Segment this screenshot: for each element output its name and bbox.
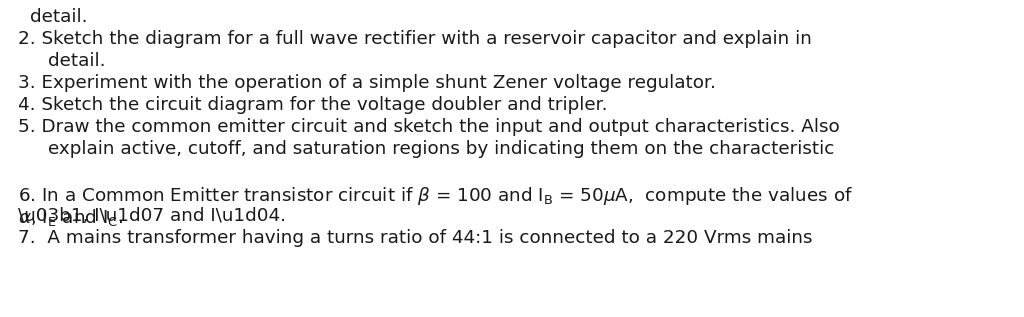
Text: detail.: detail.	[30, 8, 87, 26]
Text: 7.  A mains transformer having a turns ratio of 44:1 is connected to a 220 Vrms : 7. A mains transformer having a turns ra…	[18, 229, 812, 247]
Text: 4. Sketch the circuit diagram for the voltage doubler and tripler.: 4. Sketch the circuit diagram for the vo…	[18, 96, 607, 114]
Text: 5. Draw the common emitter circuit and sketch the input and output characteristi: 5. Draw the common emitter circuit and s…	[18, 118, 840, 136]
Text: explain active, cutoff, and saturation regions by indicating them on the charact: explain active, cutoff, and saturation r…	[48, 140, 835, 158]
Text: 2. Sketch the diagram for a full wave rectifier with a reservoir capacitor and e: 2. Sketch the diagram for a full wave re…	[18, 30, 812, 48]
Text: detail.: detail.	[48, 52, 105, 70]
Text: 3. Experiment with the operation of a simple shunt Zener voltage regulator.: 3. Experiment with the operation of a si…	[18, 74, 716, 92]
Text: $\alpha$, I$_\mathrm{E}$ and I$_\mathrm{C}$.: $\alpha$, I$_\mathrm{E}$ and I$_\mathrm{…	[18, 207, 123, 228]
Text: \u03b1, I\u1d07 and I\u1d04.: \u03b1, I\u1d07 and I\u1d04.	[18, 207, 286, 225]
Text: 6. In a Common Emitter transistor circuit if $\beta$ = 100 and I$_\mathrm{B}$ = : 6. In a Common Emitter transistor circui…	[18, 185, 853, 207]
